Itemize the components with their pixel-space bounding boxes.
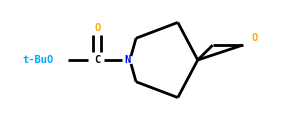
Text: C: C <box>94 55 100 65</box>
Text: O: O <box>94 23 100 33</box>
Text: O: O <box>251 33 258 43</box>
Text: N: N <box>124 55 130 65</box>
Text: t-BuO: t-BuO <box>23 55 54 65</box>
